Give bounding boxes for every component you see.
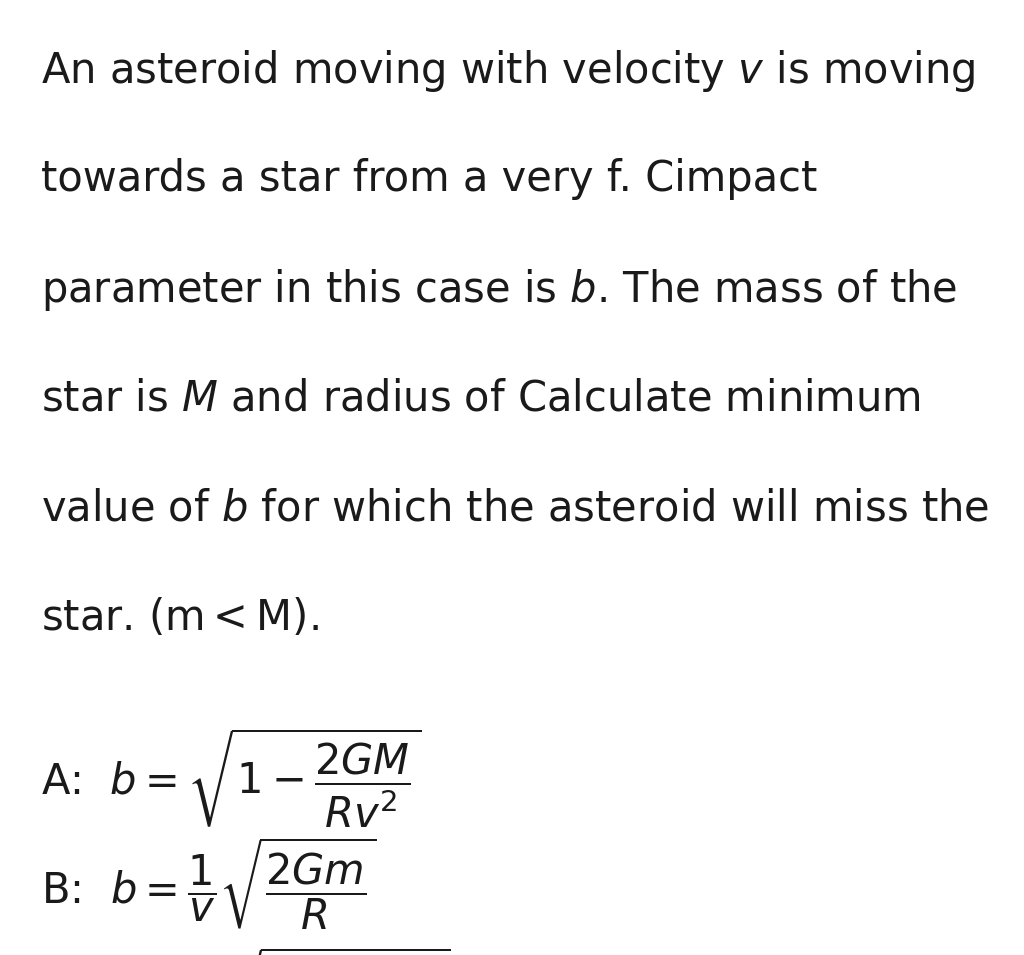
Text: value of $b$ for which the asteroid will miss the: value of $b$ for which the asteroid will… (41, 487, 989, 529)
Text: B:  $b = \dfrac{1}{v}\sqrt{\dfrac{2Gm}{R}}$: B: $b = \dfrac{1}{v}\sqrt{\dfrac{2Gm}{R}… (41, 836, 377, 932)
Text: towards a star from a very f. Cimpact: towards a star from a very f. Cimpact (41, 158, 817, 200)
Text: star. $(\mathrm{m} < \mathrm{M})$.: star. $(\mathrm{m} < \mathrm{M})$. (41, 597, 318, 639)
Text: A:  $b = \sqrt{1 - \dfrac{2GM}{Rv^2}}$: A: $b = \sqrt{1 - \dfrac{2GM}{Rv^2}}$ (41, 726, 421, 829)
Text: An asteroid moving with velocity $v$ is moving: An asteroid moving with velocity $v$ is … (41, 48, 975, 94)
Text: C:  $b = R\sqrt{1 + \dfrac{2GM}{Rv^2}}$: C: $b = R\sqrt{1 + \dfrac{2GM}{Rv^2}}$ (41, 945, 451, 955)
Text: parameter in this case is $b$. The mass of the: parameter in this case is $b$. The mass … (41, 267, 957, 313)
Text: star is $M$ and radius of Calculate minimum: star is $M$ and radius of Calculate mini… (41, 377, 921, 419)
